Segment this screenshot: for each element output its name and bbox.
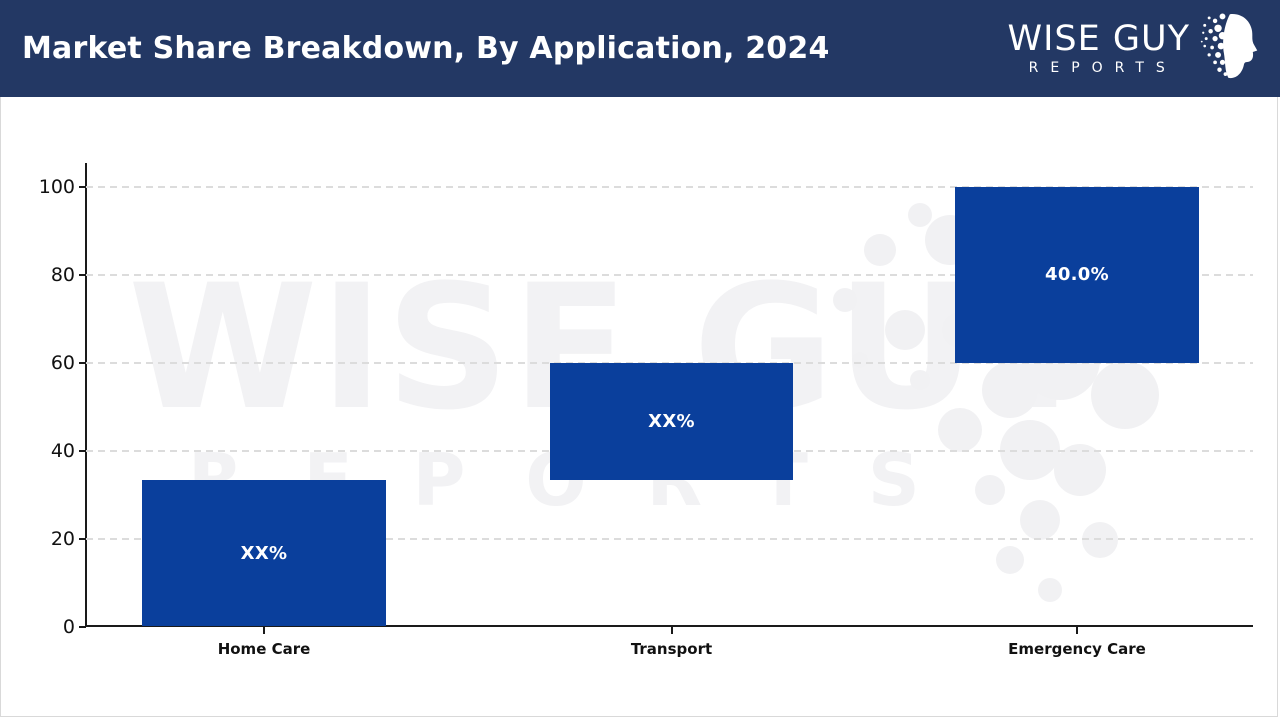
y-tick-mark: [79, 537, 86, 540]
x-tick-mark: [1076, 627, 1078, 634]
bar-transport[interactable]: XX%: [549, 362, 794, 481]
y-tick-label: 80: [50, 263, 75, 286]
y-tick-label: 0: [62, 615, 75, 638]
x-category-label: Home Care: [217, 640, 311, 658]
brand-subtitle: REPORTS: [1028, 60, 1177, 76]
bar-value-label: XX%: [648, 410, 695, 432]
brand-logo-text: WISE GUY REPORTS: [1007, 19, 1190, 76]
page-title: Market Share Breakdown, By Application, …: [22, 31, 830, 66]
gridline-100: [86, 186, 1253, 188]
y-tick-label: 20: [50, 527, 75, 550]
y-tick-mark: [79, 625, 86, 628]
brand-logo: WISE GUY REPORTS: [1007, 8, 1258, 90]
bar-home-care[interactable]: XX%: [142, 480, 386, 627]
logo-face-icon: [1200, 12, 1258, 78]
y-tick-mark: [79, 449, 86, 452]
y-tick-label: 100: [38, 176, 75, 198]
y-tick-mark: [79, 361, 86, 364]
y-tick-label: 60: [50, 351, 75, 374]
x-tick-mark: [263, 627, 265, 634]
y-tick-mark: [79, 273, 86, 276]
brand-name: WISE GUY: [1007, 19, 1190, 59]
x-category-label: Transport: [630, 640, 713, 658]
bar-value-label: 40.0%: [1045, 264, 1109, 286]
gridline-20: [86, 537, 1253, 540]
x-tick-mark: [670, 627, 673, 634]
bar-value-label: XX%: [240, 542, 288, 564]
x-category-label: Emergency Care: [1008, 640, 1146, 658]
y-axis-line: [85, 163, 87, 627]
gridline-80: [86, 273, 1253, 276]
bar-emergency-care[interactable]: 40.0%: [955, 187, 1199, 363]
x-axis-line: [85, 625, 1253, 627]
y-tick-mark: [79, 186, 86, 188]
y-tick-label: 40: [50, 439, 75, 462]
header-bar: Market Share Breakdown, By Application, …: [0, 0, 1280, 97]
